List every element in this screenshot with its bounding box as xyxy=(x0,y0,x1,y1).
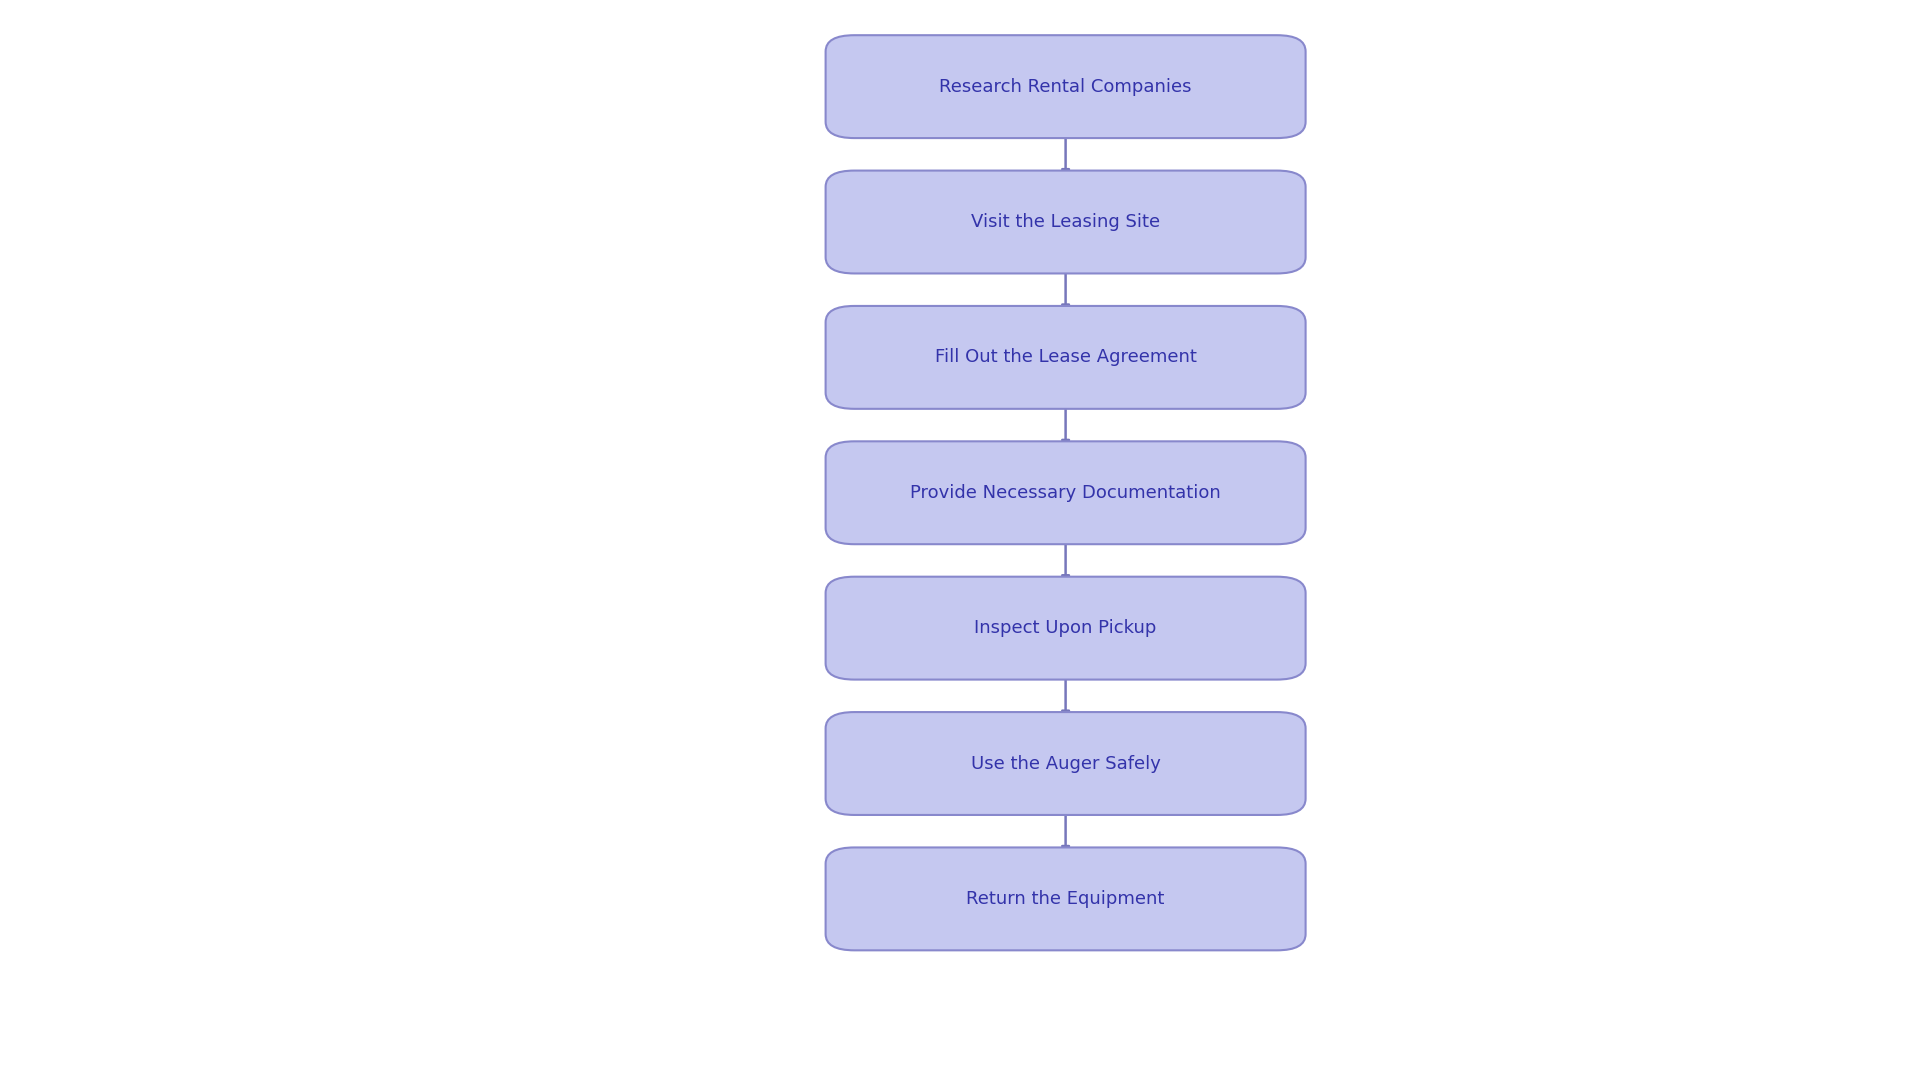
Text: Return the Equipment: Return the Equipment xyxy=(966,890,1165,908)
Text: Use the Auger Safely: Use the Auger Safely xyxy=(972,755,1160,772)
FancyBboxPatch shape xyxy=(826,305,1306,409)
FancyBboxPatch shape xyxy=(826,576,1306,680)
FancyBboxPatch shape xyxy=(826,442,1306,544)
Text: Fill Out the Lease Agreement: Fill Out the Lease Agreement xyxy=(935,349,1196,366)
Text: Inspect Upon Pickup: Inspect Upon Pickup xyxy=(975,619,1156,637)
FancyBboxPatch shape xyxy=(826,35,1306,139)
Text: Research Rental Companies: Research Rental Companies xyxy=(939,78,1192,95)
FancyBboxPatch shape xyxy=(826,847,1306,951)
FancyBboxPatch shape xyxy=(826,713,1306,814)
Text: Provide Necessary Documentation: Provide Necessary Documentation xyxy=(910,484,1221,501)
Text: Visit the Leasing Site: Visit the Leasing Site xyxy=(972,213,1160,231)
FancyBboxPatch shape xyxy=(826,170,1306,274)
